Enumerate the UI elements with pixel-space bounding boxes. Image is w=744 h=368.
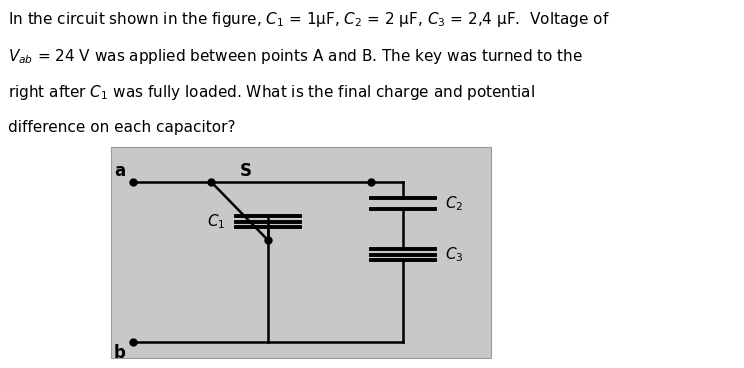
FancyBboxPatch shape xyxy=(112,147,492,358)
Text: right after $C_1$ was fully loaded. What is the final charge and potential: right after $C_1$ was fully loaded. What… xyxy=(8,83,536,102)
Text: $V_{ab}$ = 24 V was applied between points A and B. The key was turned to the: $V_{ab}$ = 24 V was applied between poin… xyxy=(8,47,584,66)
Text: b: b xyxy=(114,344,126,362)
Text: In the circuit shown in the figure, $C_1$ = 1μF, $C_2$ = 2 μF, $C_3$ = 2,4 μF.  : In the circuit shown in the figure, $C_1… xyxy=(8,11,610,29)
Text: $C_3$: $C_3$ xyxy=(446,245,464,264)
Text: a: a xyxy=(115,162,126,180)
Text: $C_2$: $C_2$ xyxy=(446,194,464,213)
Text: difference on each capacitor?: difference on each capacitor? xyxy=(8,120,236,135)
Text: $C_1$: $C_1$ xyxy=(207,212,225,231)
Text: S: S xyxy=(240,162,251,180)
